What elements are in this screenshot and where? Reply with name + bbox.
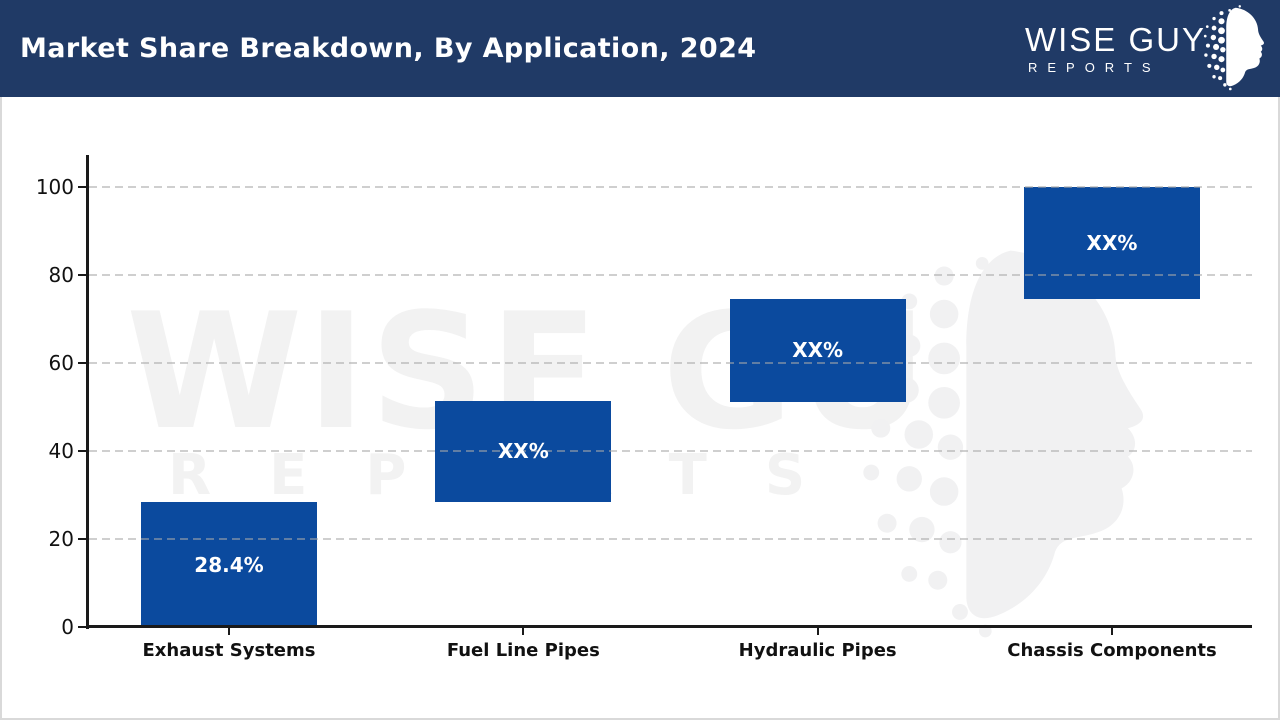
x-tick-mark	[228, 628, 230, 635]
y-tick-mark-80	[78, 274, 86, 276]
gridline-40	[89, 450, 1252, 452]
y-tick-label-80: 80	[48, 263, 74, 287]
page-border-bottom	[0, 718, 1280, 720]
y-tick-label-0: 0	[61, 615, 74, 639]
bar-segment	[729, 298, 906, 402]
gridline-60	[89, 362, 1252, 364]
gridline-20	[89, 538, 1252, 540]
wiseguy-face-icon	[1203, 4, 1264, 90]
x-axis-line	[86, 625, 1252, 628]
bar-segment	[1023, 187, 1200, 299]
page-border-left	[0, 97, 2, 720]
brand-subtitle: REPORTS	[1027, 59, 1161, 75]
x-tick-mark	[816, 628, 819, 635]
y-tick-mark-60	[78, 362, 86, 364]
category-label: Exhaust Systems	[142, 640, 316, 661]
bar-value-label: XX%	[1086, 230, 1138, 255]
x-tick-mark	[1110, 628, 1113, 635]
y-tick-mark-20	[78, 538, 86, 540]
gridline-80	[89, 274, 1252, 276]
y-tick-mark-0	[78, 626, 86, 628]
page-border-right	[1278, 97, 1280, 720]
gridline-100	[89, 186, 1252, 188]
brand-logo-text: WISE GUY REPORTS	[1025, 23, 1206, 75]
bar-value-label: 28.4%	[194, 552, 264, 577]
page-title: Market Share Breakdown, By Application, …	[20, 33, 757, 64]
y-tick-mark-100	[78, 186, 86, 188]
y-tick-mark-40	[78, 450, 86, 452]
y-axis-line	[86, 155, 89, 629]
brand-logo: WISE GUY REPORTS	[1025, 4, 1268, 93]
x-tick-mark	[522, 628, 525, 635]
y-tick-label-20: 20	[48, 527, 74, 551]
y-tick-label-100: 100	[35, 175, 74, 199]
bar-value-label: XX%	[792, 338, 844, 363]
header-bar: Market Share Breakdown, By Application, …	[0, 0, 1280, 97]
category-label: Fuel Line Pipes	[446, 640, 600, 661]
brand-name: WISE GUY	[1024, 20, 1206, 58]
y-tick-label-40: 40	[48, 439, 74, 463]
category-label: Hydraulic Pipes	[738, 640, 897, 661]
category-label: Chassis Components	[1007, 640, 1217, 661]
bar-value-label: XX%	[497, 439, 549, 464]
y-tick-label-60: 60	[48, 351, 74, 375]
bar-segment	[141, 502, 317, 627]
